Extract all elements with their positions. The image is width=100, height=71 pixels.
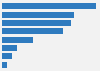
Bar [2,12,74,18]
Bar [2,53,12,59]
Bar [2,28,63,34]
Bar [2,45,17,51]
Bar [2,62,7,68]
Bar [2,3,96,9]
Bar [2,20,71,26]
Bar [2,37,33,43]
